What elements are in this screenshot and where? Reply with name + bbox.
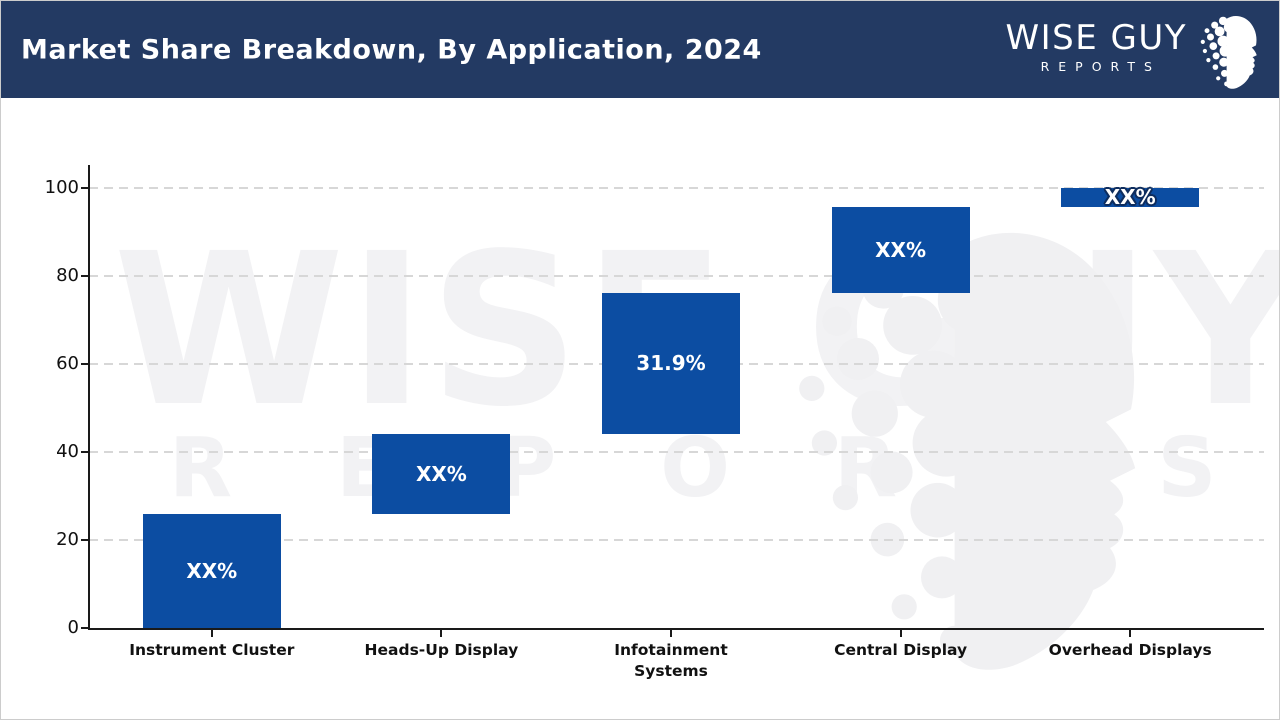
y-tick-20 — [81, 539, 88, 541]
x-category-label-4: Central Display — [834, 641, 968, 659]
y-tick-60 — [81, 363, 88, 365]
y-tick-label-40: 40 — [56, 441, 79, 462]
header: Market Share Breakdown, By Application, … — [1, 1, 1279, 98]
logo-wordmark-line1: WISE GUY — [1005, 18, 1187, 58]
y-tick-80 — [81, 275, 88, 277]
y-tick-40 — [81, 451, 88, 453]
logo-face-icon — [1200, 15, 1257, 89]
logo-wordmark-line2: REPORTS — [1040, 58, 1161, 74]
gridline-80 — [89, 275, 1264, 277]
y-tick-label-20: 20 — [56, 529, 79, 550]
bar-value-label-3: 31.9% — [636, 351, 706, 376]
gridline-40 — [89, 451, 1264, 453]
gridline-20 — [89, 539, 1264, 541]
bar-3: 31.9% — [602, 293, 740, 434]
bar-5: XX% — [1061, 185, 1200, 210]
x-tick-2 — [440, 630, 443, 637]
bar-value-label-4: XX% — [875, 238, 927, 263]
bar-4: XX% — [831, 206, 970, 294]
y-tick-label-0: 0 — [67, 617, 79, 638]
y-tick-0 — [81, 627, 88, 629]
chart-area: WISE GUY REPORTS 020406080100XX%Instrume… — [1, 98, 1279, 719]
x-tick-5 — [1129, 630, 1132, 637]
y-axis — [88, 165, 90, 630]
y-tick-label-60: 60 — [56, 353, 79, 374]
gridline-100 — [89, 187, 1264, 189]
x-tick-1 — [210, 630, 213, 637]
x-category-label-2: Heads-Up Display — [364, 641, 519, 659]
x-category-label-5: Overhead Displays — [1048, 641, 1212, 659]
logo-wordmark: WISE GUY REPORTS — [1005, 18, 1187, 73]
x-category-label-3: Infotainment Systems — [614, 641, 728, 680]
bar-2: XX% — [372, 433, 511, 515]
x-tick-3 — [670, 630, 672, 637]
y-tick-label-100: 100 — [44, 177, 79, 198]
brand-logo: WISE GUY REPORTS — [1005, 7, 1269, 93]
x-tick-4 — [899, 630, 902, 637]
bar-value-label-2: XX% — [415, 461, 467, 486]
bar-1: XX% — [142, 514, 281, 628]
page-title: Market Share Breakdown, By Application, … — [21, 34, 762, 65]
x-category-label-1: Instrument Cluster — [129, 641, 295, 659]
y-tick-100 — [81, 187, 88, 189]
x-axis — [88, 628, 1264, 630]
bar-value-label-1: XX% — [186, 559, 238, 584]
y-tick-label-80: 80 — [56, 265, 79, 286]
bar-value-label-5: XX% — [1104, 185, 1156, 210]
